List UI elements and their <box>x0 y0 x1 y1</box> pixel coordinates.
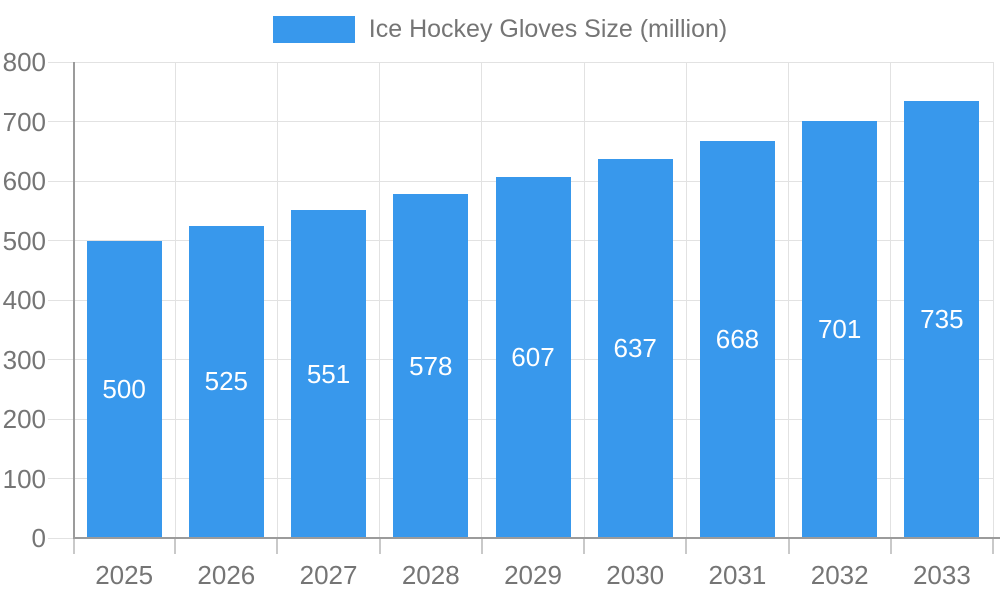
v-gridline <box>379 62 381 538</box>
x-tick <box>685 538 688 554</box>
v-gridline <box>583 62 585 538</box>
y-axis-tick-label: 0 <box>31 523 46 553</box>
y-axis-tick-label: 500 <box>2 225 46 256</box>
bar-value-label: 637 <box>613 333 657 363</box>
bar-value-label: 668 <box>715 323 760 354</box>
bar-value-label: 525 <box>204 366 249 397</box>
h-gridline <box>48 61 993 63</box>
bar-2030[interactable]: 637 <box>597 159 673 538</box>
x-tick <box>889 538 892 554</box>
y-axis-tick-label: 400 <box>2 285 46 315</box>
x-axis-tick-label: 2030 <box>606 560 665 590</box>
v-gridline <box>174 62 176 538</box>
v-gridline <box>276 62 278 538</box>
v-gridline <box>685 62 687 538</box>
y-axis-tick-label: 800 <box>2 47 46 77</box>
plot-area: 500 525 551 578 607 637 668 701 735 <box>48 61 1000 554</box>
y-axis-line <box>73 62 75 538</box>
x-tick <box>480 538 483 554</box>
x-axis-tick-label: 2033 <box>912 560 971 590</box>
bar-value-label: 551 <box>306 358 351 389</box>
y-axis-tick-label: 600 <box>2 166 46 196</box>
x-axis-labels: 2025 2026 2027 2028 2029 2030 2031 2032 2033 <box>73 562 993 592</box>
legend-swatch <box>272 16 355 43</box>
x-tick <box>73 538 75 554</box>
bar-2033[interactable]: 735 <box>904 100 980 538</box>
x-tick <box>583 538 586 554</box>
x-axis-tick-label: 2028 <box>401 560 460 590</box>
v-gridline <box>788 62 790 538</box>
x-tick <box>378 538 381 554</box>
y-axis-tick-label: 300 <box>2 344 46 375</box>
bar-2026[interactable]: 525 <box>188 225 264 538</box>
legend-label: Ice Hockey Gloves Size (million) <box>368 15 728 43</box>
y-tick <box>48 537 73 539</box>
x-axis-tick-label: 2032 <box>810 560 869 590</box>
bar-value-label: 701 <box>817 313 862 344</box>
y-axis-labels: 0 100 200 300 400 500 600 700 800 <box>0 0 46 600</box>
x-axis-tick-label: 2029 <box>504 560 562 590</box>
bar-2029[interactable]: 607 <box>495 176 571 538</box>
v-gridline <box>992 62 994 538</box>
x-axis-tick-label: 2027 <box>299 560 358 590</box>
bar-value-label: 607 <box>511 341 555 372</box>
y-axis-tick-label: 700 <box>2 106 46 137</box>
bar-2028[interactable]: 578 <box>393 194 469 538</box>
h-gridline <box>48 121 993 122</box>
y-axis-tick-label: 100 <box>2 463 46 494</box>
bar-value-label: 500 <box>102 373 146 404</box>
v-gridline <box>481 62 483 538</box>
x-axis-line <box>73 537 1000 539</box>
bar-2032[interactable]: 701 <box>802 120 878 538</box>
x-tick <box>174 538 177 554</box>
bar-2031[interactable]: 668 <box>699 140 775 538</box>
bar-value-label: 578 <box>409 350 453 381</box>
bar-value-label: 735 <box>920 303 964 334</box>
bar-2025[interactable]: 500 <box>86 240 162 538</box>
legend[interactable]: Ice Hockey Gloves Size (million) <box>0 16 1000 43</box>
x-axis-tick-label: 2026 <box>197 560 256 590</box>
bar-2027[interactable]: 551 <box>291 210 367 538</box>
x-axis-tick-label: 2025 <box>95 560 154 590</box>
x-tick <box>276 538 279 554</box>
v-gridline <box>890 62 892 538</box>
x-tick <box>992 538 994 554</box>
y-axis-tick-label: 200 <box>2 404 46 434</box>
x-axis-tick-label: 2031 <box>708 560 767 590</box>
x-tick <box>787 538 790 554</box>
